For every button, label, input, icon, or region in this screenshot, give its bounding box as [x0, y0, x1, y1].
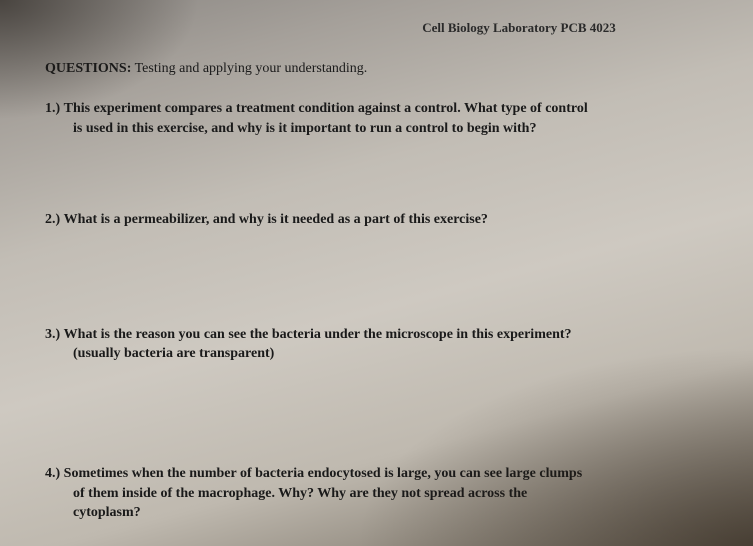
question-1: 1.) This experiment compares a treatment… [45, 99, 713, 138]
question-text: What is a permeabilizer, and why is it n… [64, 212, 488, 227]
question-3: 3.) What is the reason you can see the b… [45, 325, 713, 364]
question-text: Sometimes when the number of bacteria en… [64, 466, 582, 481]
question-text-line2: is used in this exercise, and why is it … [73, 119, 713, 139]
question-number: 2.) [45, 212, 60, 227]
question-number: 4.) [45, 466, 60, 481]
section-title: QUESTIONS: Testing and applying your und… [45, 61, 713, 77]
page-header: Cell Biology Laboratory PCB 4023 [325, 20, 713, 36]
question-2: 2.) What is a permeabilizer, and why is … [45, 210, 713, 230]
section-label: QUESTIONS: [45, 61, 131, 76]
question-text: This experiment compares a treatment con… [64, 101, 588, 116]
question-text-line2: (usually bacteria are transparent) [73, 344, 713, 364]
question-4: 4.) Sometimes when the number of bacteri… [45, 464, 713, 523]
section-subtitle: Testing and applying your understanding. [135, 61, 368, 76]
question-text: What is the reason you can see the bacte… [64, 327, 572, 342]
question-text-line2: of them inside of the macrophage. Why? W… [73, 484, 713, 504]
question-text-line3: cytoplasm? [73, 503, 713, 523]
course-title: Cell Biology Laboratory PCB 4023 [422, 20, 616, 35]
question-number: 3.) [45, 327, 60, 342]
question-number: 1.) [45, 101, 60, 116]
